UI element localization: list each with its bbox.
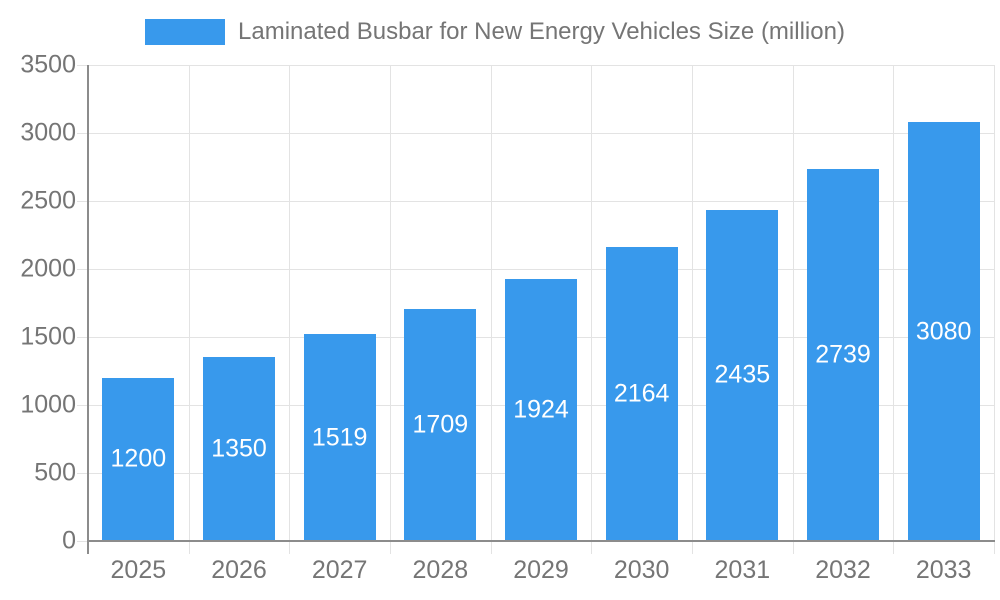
y-axis-tick-label: 3500 xyxy=(20,50,76,79)
legend-label: Laminated Busbar for New Energy Vehicles… xyxy=(238,18,845,45)
bar-value-label: 1519 xyxy=(311,423,368,452)
bar-value-label: 1924 xyxy=(513,395,569,424)
bar-value-label: 2164 xyxy=(613,379,670,408)
bar-value-label: 1200 xyxy=(110,444,167,473)
gridline-horizontal xyxy=(88,65,994,66)
gridline-vertical xyxy=(792,65,794,541)
bar-value-label: 1350 xyxy=(211,434,267,463)
gridline-vertical xyxy=(188,65,190,541)
bar-2031[interactable]: 2435 xyxy=(706,209,779,541)
x-axis-tick-label: 2031 xyxy=(714,556,771,584)
gridline-vertical xyxy=(692,65,693,541)
x-axis-tick xyxy=(893,542,895,554)
y-axis-tick xyxy=(77,133,87,134)
bar-2032[interactable]: 2739 xyxy=(807,168,879,541)
bar-2030[interactable]: 2164 xyxy=(605,246,678,541)
gridline-vertical xyxy=(390,65,391,541)
y-axis-tick-label: 2000 xyxy=(20,254,76,283)
x-axis-tick xyxy=(591,542,593,554)
y-axis-tick-label: 1500 xyxy=(20,322,76,351)
bar-value-label: 3080 xyxy=(915,317,972,346)
y-axis-tick-label: 500 xyxy=(34,458,76,487)
gridline-vertical xyxy=(289,65,291,541)
bar-2029[interactable]: 1924 xyxy=(505,279,577,541)
gridline-horizontal xyxy=(88,133,994,134)
gridline-vertical xyxy=(893,65,895,541)
plot-area: 1200 1350 1519 1709 1924 2164 2435 2739 3080 xyxy=(88,65,995,541)
y-axis-tick-label: 0 xyxy=(62,526,76,555)
bar-value-label: 2739 xyxy=(815,340,871,369)
x-axis-tick-label: 2026 xyxy=(211,556,267,584)
x-axis-tick-label: 2033 xyxy=(915,556,972,584)
x-axis-tick-label: 2025 xyxy=(110,556,167,584)
x-axis-tick xyxy=(490,542,492,554)
bar-2027[interactable]: 1519 xyxy=(303,334,376,541)
y-axis-tick xyxy=(77,269,87,270)
x-axis-tick-label: 2028 xyxy=(412,556,469,584)
gridline-horizontal xyxy=(88,269,994,270)
x-axis-tick xyxy=(88,542,89,554)
x-axis-tick xyxy=(390,542,391,554)
x-axis-tick xyxy=(792,542,794,554)
y-axis-tick xyxy=(77,337,87,338)
y-axis-line xyxy=(87,65,89,554)
bar-value-label: 2435 xyxy=(714,360,771,389)
legend[interactable]: Laminated Busbar for New Energy Vehicles… xyxy=(145,17,845,47)
legend-swatch xyxy=(145,19,225,45)
x-axis-line xyxy=(87,540,995,542)
y-axis-tick-label: 1000 xyxy=(20,390,76,419)
y-axis-tick xyxy=(77,201,87,202)
y-axis-tick xyxy=(77,405,87,406)
bar-value-label: 1709 xyxy=(412,410,469,439)
y-axis-tick xyxy=(77,541,87,542)
gridline-vertical xyxy=(490,65,492,541)
gridline-vertical xyxy=(591,65,593,541)
gridline-horizontal xyxy=(88,201,994,202)
x-axis-tick-label: 2030 xyxy=(613,556,670,584)
y-axis-tick-label: 3000 xyxy=(20,118,76,147)
gridline-vertical xyxy=(994,65,995,541)
x-axis-tick-label: 2027 xyxy=(311,556,368,584)
y-axis-tick xyxy=(77,473,87,474)
bar-2026[interactable]: 1350 xyxy=(203,357,275,541)
bar-2033[interactable]: 3080 xyxy=(907,122,980,541)
x-axis-tick xyxy=(289,542,291,554)
y-axis-tick-label: 2500 xyxy=(20,186,76,215)
x-axis-tick xyxy=(188,542,190,554)
bar-2028[interactable]: 1709 xyxy=(404,308,477,541)
x-axis-tick-label: 2029 xyxy=(513,556,569,584)
x-axis-tick xyxy=(692,542,693,554)
bar-2025[interactable]: 1200 xyxy=(102,377,175,541)
y-axis-tick xyxy=(77,65,87,66)
x-axis-tick xyxy=(994,542,995,554)
x-axis-tick-label: 2032 xyxy=(815,556,871,584)
